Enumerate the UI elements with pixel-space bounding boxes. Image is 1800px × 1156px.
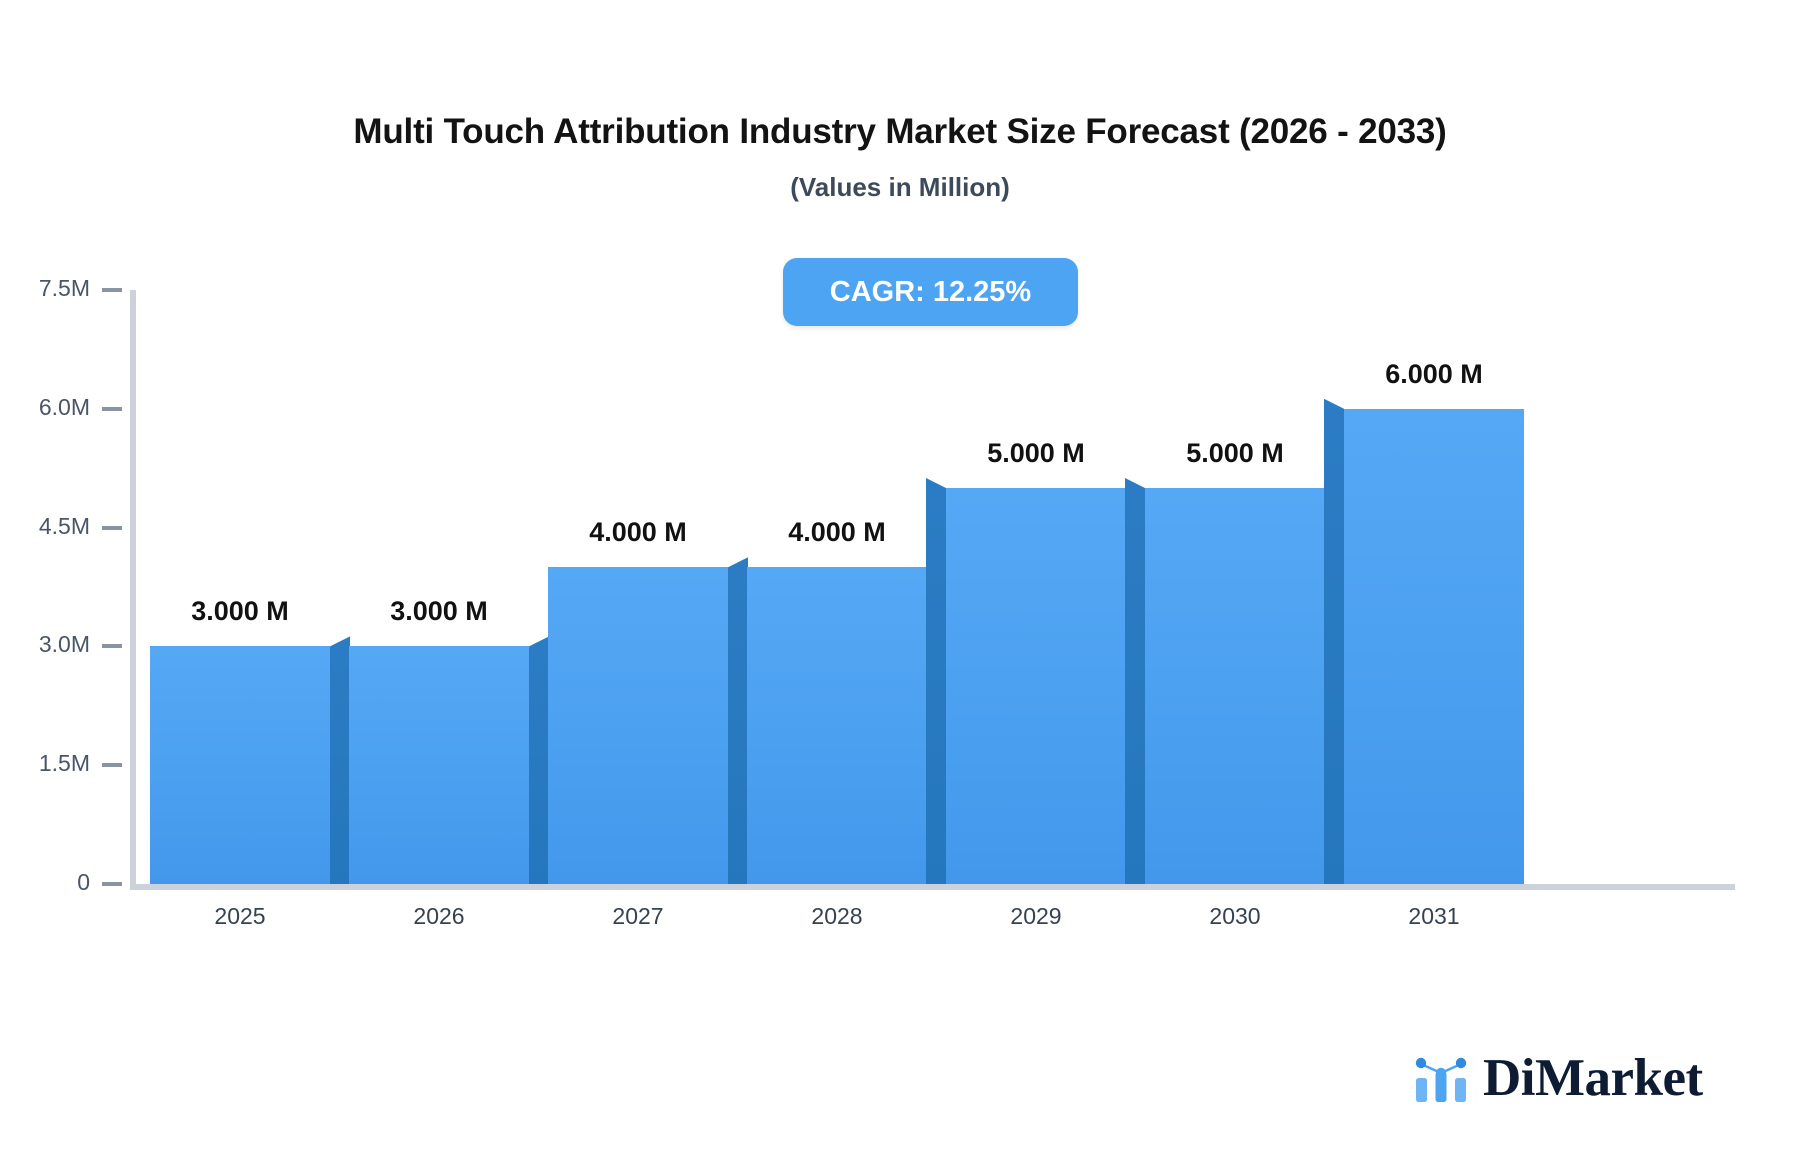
cagr-badge: CAGR: 12.25%	[783, 258, 1078, 326]
x-tick-label: 2031	[1408, 903, 1460, 929]
y-tick-label: 3.0M	[38, 631, 90, 658]
bar-side-face	[529, 636, 549, 884]
bar-front-face	[349, 646, 529, 884]
x-tick-label: 2028	[811, 903, 863, 929]
chart-subtitle: (Values in Million)	[790, 172, 1010, 202]
bar-value-label: 4.000 M	[589, 517, 687, 548]
bar-value-label: 5.000 M	[1186, 438, 1284, 468]
y-tick-mark	[102, 288, 122, 292]
y-axis-line	[130, 290, 136, 884]
x-tick-label: 2026	[413, 903, 465, 929]
y-tick-label: 4.5M	[38, 512, 90, 539]
x-tick-label: 2030	[1209, 903, 1261, 929]
bar-value-label: 5.000 M	[987, 438, 1085, 468]
chart-title: Multi Touch Attribution Industry Market …	[353, 112, 1447, 151]
bar-front-face	[548, 567, 728, 884]
y-tick-label: 0	[77, 869, 90, 895]
bar-side-face	[1324, 398, 1344, 884]
y-tick-mark	[102, 406, 122, 411]
bar-value-label: 6.000 M	[1385, 358, 1483, 389]
bar-value-label: 4.000 M	[788, 517, 886, 548]
y-tick-mark	[102, 644, 122, 649]
x-tick-label: 2029	[1010, 903, 1062, 929]
bar-value-label: 3.000 M	[191, 596, 289, 627]
x-tick-label: 2025	[214, 903, 266, 929]
dimarket-logo: DiMarket	[1412, 1042, 1703, 1114]
y-tick-label: 6.0M	[38, 393, 90, 420]
bar-front-face	[1145, 488, 1325, 884]
bar-side-face	[728, 557, 748, 884]
y-tick-mark	[102, 763, 122, 768]
x-axis-line	[130, 884, 1735, 890]
bar-chart-icon	[1415, 1057, 1467, 1102]
y-tick-mark	[102, 525, 122, 530]
bar-front-face	[150, 646, 330, 884]
x-tick-label: 2027	[612, 903, 664, 929]
y-tick-label: 7.5M	[38, 275, 90, 301]
y-tick-label: 1.5M	[38, 750, 90, 777]
bar-front-face	[1344, 408, 1524, 884]
bar-value-label: 3.000 M	[390, 596, 488, 627]
bar-front-face	[946, 488, 1126, 884]
cagr-badge-label: CAGR: 12.25%	[829, 275, 1032, 308]
bar-front-face	[747, 567, 927, 884]
bar-side-face	[330, 636, 350, 884]
bar-side-face	[926, 478, 946, 884]
bar-side-face	[1125, 478, 1145, 884]
y-tick-mark	[102, 882, 122, 886]
logo-text: DiMarket	[1483, 1048, 1703, 1107]
